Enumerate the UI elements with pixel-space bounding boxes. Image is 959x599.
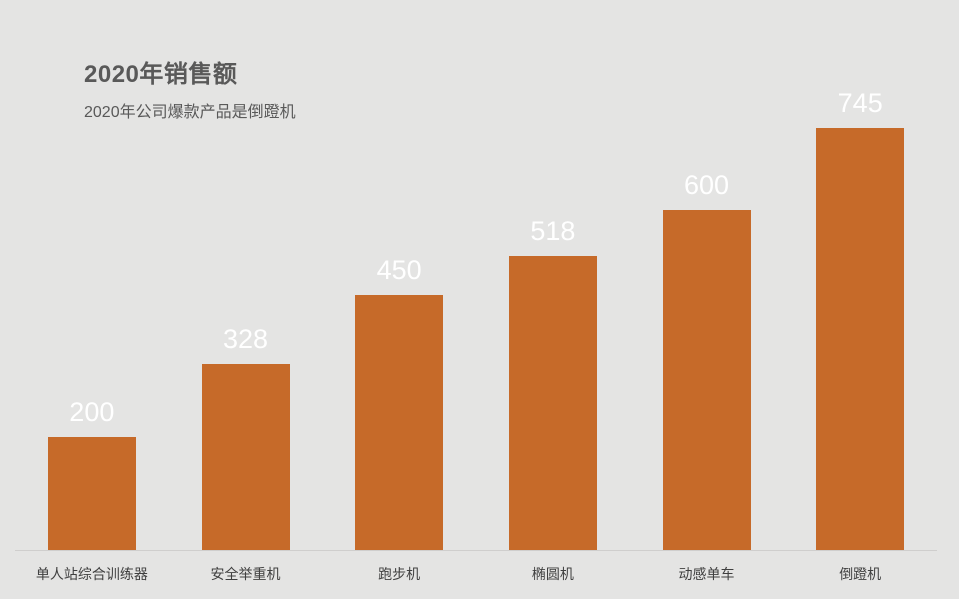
bar-value-label: 600: [683, 170, 730, 201]
chart-title: 2020年销售额: [84, 61, 238, 88]
bar: [355, 295, 444, 550]
category-label: 安全举重机: [210, 566, 281, 582]
bar-value-label: 328: [222, 324, 269, 355]
bar-chart-plot-area: 200 328 450 518 600 745: [15, 0, 937, 551]
bar-column: 328: [169, 325, 323, 550]
bar: [816, 128, 905, 550]
category-label: 跑步机: [378, 566, 421, 582]
category-label: 单人站综合训练器: [35, 566, 148, 582]
bar-column: 600: [630, 171, 784, 550]
bar-column: 450: [322, 256, 476, 550]
bar-column: 518: [476, 217, 630, 550]
chart-subtitle: 2020年公司爆款产品是倒蹬机: [84, 104, 296, 121]
bar-value-label: 450: [376, 255, 422, 286]
bar-column: 200: [15, 398, 169, 550]
bar-value-label: 518: [530, 216, 576, 247]
bar: [201, 364, 290, 550]
category-label: 椭圆机: [531, 566, 574, 582]
category-axis: 单人站综合训练器 安全举重机 跑步机 椭圆机 动感单车 倒蹬机: [15, 551, 937, 584]
bar: [47, 437, 136, 550]
bar: [662, 210, 751, 550]
bar-column: 745: [783, 89, 937, 550]
bar-value-label: 745: [837, 88, 883, 119]
category-label: 动感单车: [678, 566, 735, 582]
bar: [508, 256, 597, 550]
bar-value-label: 200: [69, 397, 115, 428]
category-label: 倒蹬机: [839, 566, 882, 582]
